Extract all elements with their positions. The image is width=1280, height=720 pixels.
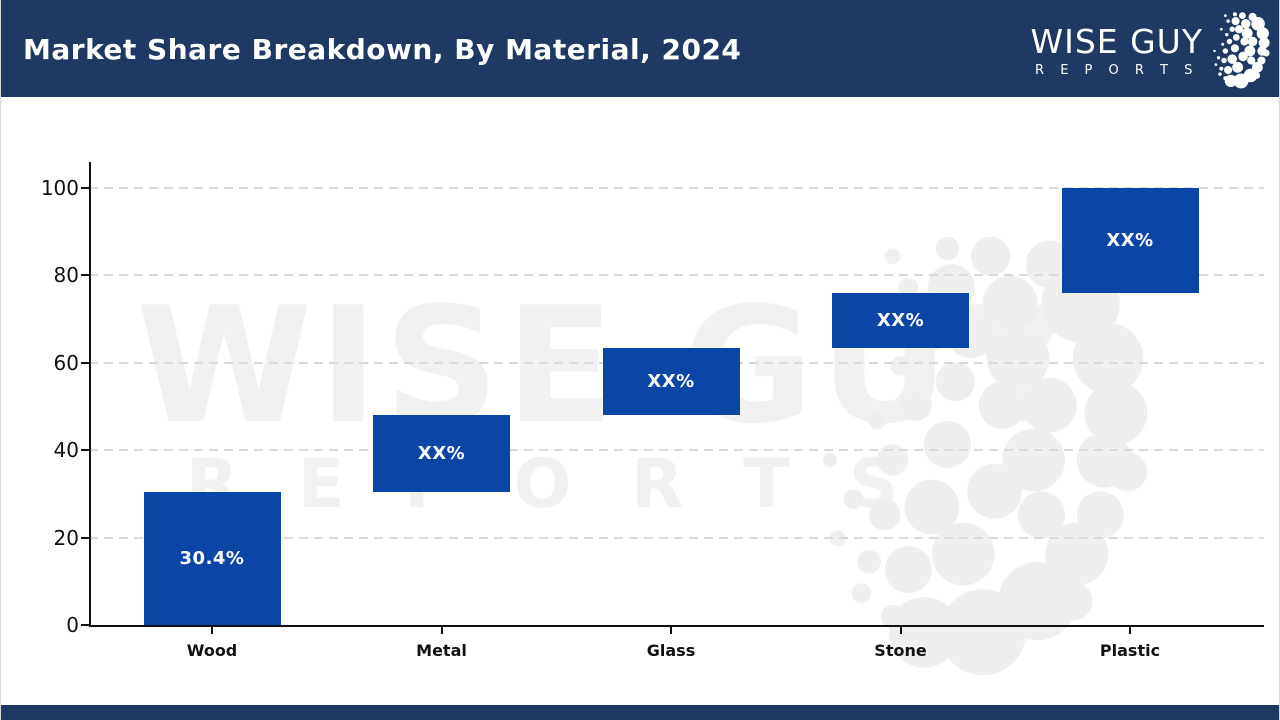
brand-logo: WISE GUY R E P O R T S <box>1015 4 1275 94</box>
y-axis-tick <box>81 449 89 451</box>
x-tick-label: Plastic <box>1099 641 1161 660</box>
x-tick-label: Glass <box>646 641 696 660</box>
brand-subtitle: R E P O R T S <box>1035 63 1199 78</box>
watermark-subtext: R E P O R T S <box>186 445 917 524</box>
y-tick-label: 20 <box>53 525 79 550</box>
x-tick-label: Metal <box>416 641 467 660</box>
x-axis-tick <box>440 627 443 634</box>
plot-area: WISE GUY R E P O R T S <box>1 97 1279 706</box>
x-axis-tick <box>670 627 672 634</box>
dotted-face-profile-icon <box>1213 12 1270 89</box>
bar: XX% <box>832 293 969 349</box>
y-axis-tick <box>81 624 89 626</box>
y-axis-line <box>89 162 91 627</box>
bar-value-label: XX% <box>1106 229 1154 251</box>
x-axis-tick <box>211 627 213 634</box>
bar: XX% <box>1061 187 1199 294</box>
y-tick-label: 40 <box>53 438 79 462</box>
bar-value-label: XX% <box>647 371 695 393</box>
x-tick-label: Stone <box>874 641 927 660</box>
bar: 30.4% <box>143 492 281 625</box>
x-axis-line <box>89 625 1264 627</box>
y-tick-label: 100 <box>40 175 79 200</box>
x-axis-tick <box>899 627 902 634</box>
x-tick-label: Wood <box>186 641 238 660</box>
gridline <box>89 186 1264 189</box>
gridline <box>89 274 1264 276</box>
x-axis-tick <box>1129 627 1131 634</box>
y-tick-label: 60 <box>53 350 79 375</box>
bar-value-label: XX% <box>876 310 925 332</box>
bar: XX% <box>602 348 740 415</box>
y-axis-tick <box>81 186 89 189</box>
bar-value-label: XX% <box>417 443 466 464</box>
bar: XX% <box>373 415 510 492</box>
y-axis-tick <box>81 361 89 364</box>
page-title: Market Share Breakdown, By Material, 202… <box>23 33 742 66</box>
gridline <box>89 536 1264 539</box>
y-axis-tick <box>81 274 89 276</box>
header-bar: Market Share Breakdown, By Material, 202… <box>1 0 1279 97</box>
footer-bar <box>1 705 1279 720</box>
y-axis-tick <box>81 536 89 539</box>
brand-logo-text: WISE GUY R E P O R T S <box>1030 22 1203 78</box>
y-tick-label: 80 <box>53 263 79 287</box>
brand-name: WISE GUY <box>1030 22 1203 61</box>
bar-value-label: 30.4% <box>179 548 245 569</box>
gridline <box>89 449 1264 451</box>
y-tick-label: 0 <box>66 613 79 637</box>
